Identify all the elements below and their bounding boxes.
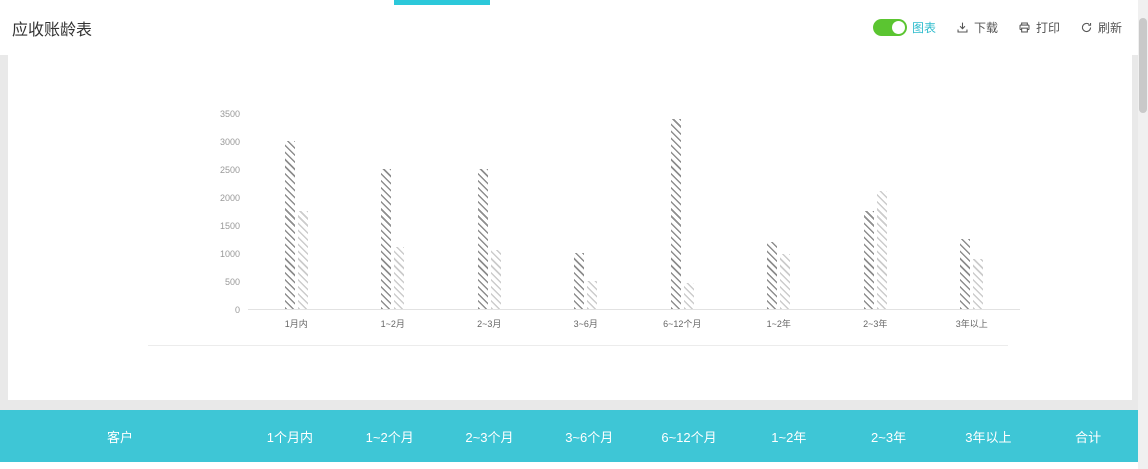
chart-toggle-label: 图表 <box>911 21 936 35</box>
bar-series-2 <box>683 282 694 309</box>
bar-series-2 <box>394 247 405 309</box>
table-header-cell: 1~2个月 <box>365 429 414 445</box>
toolbar: 图表 下载 打印 刷新 <box>872 19 1122 36</box>
bar-series-2 <box>973 258 984 309</box>
bar-series-2 <box>876 191 887 309</box>
bar-series-1 <box>574 253 585 309</box>
table-header-cell: 3年以上 <box>965 429 1012 445</box>
table-header-cell: 合计 <box>1075 429 1102 445</box>
aging-bar-chart: 0 500 1000 1500 2000 2500 3000 3500 1月内 1~2月 2~3月… <box>210 109 1021 329</box>
x-axis-label: 1月内 <box>284 319 308 329</box>
table-header-cell: 2~3年 <box>871 429 907 445</box>
chart-toggle-switch[interactable] <box>872 19 907 36</box>
print-label: 打印 <box>1035 21 1060 35</box>
bar-group: 6~12个月 <box>634 114 731 329</box>
bar-group: 2~3年 <box>827 114 924 329</box>
y-axis-tick-label: 1500 <box>219 221 240 231</box>
table-header-cell: 6~12个月 <box>661 429 717 445</box>
y-axis: 0 500 1000 1500 2000 2500 3000 3500 <box>210 109 248 315</box>
y-axis-tick-label: 3000 <box>219 137 240 147</box>
bar-series-2 <box>587 281 598 309</box>
bar-group: 1~2年 <box>731 114 828 329</box>
refresh-label: 刷新 <box>1097 21 1122 35</box>
bar-series-1 <box>670 118 681 309</box>
y-axis-tick-label: 3500 <box>219 109 240 119</box>
bar-group: 1月内 <box>248 114 345 329</box>
table-header-cell: 客户 <box>106 429 133 445</box>
bar-series-2 <box>297 211 308 309</box>
download-label: 下载 <box>973 21 998 35</box>
x-axis-label: 6~12个月 <box>663 319 702 329</box>
table-header-cell: 1个月内 <box>266 429 313 445</box>
bar-group: 3~6月 <box>538 114 635 329</box>
bar-series-1 <box>960 239 971 309</box>
download-button[interactable]: 下载 <box>956 19 998 36</box>
bar-group: 2~3月 <box>441 114 538 329</box>
bar-series-1 <box>863 211 874 309</box>
x-axis-label: 1~2月 <box>380 319 405 329</box>
bar-series-2 <box>490 250 501 309</box>
toggle-knob <box>891 21 905 34</box>
vertical-scrollbar[interactable] <box>1138 0 1148 469</box>
table-header-cell: 1~2年 <box>771 429 807 445</box>
page-title: 应收账龄表 <box>12 21 93 39</box>
y-axis-tick-label: 2000 <box>219 193 240 203</box>
plot-area: 1月内 1~2月 2~3月 3~6月 6~12个月 1~2年 2~3年 3年以上 <box>248 114 1021 329</box>
x-axis-label: 2~3月 <box>477 319 502 329</box>
x-axis-label: 1~2年 <box>766 319 791 329</box>
table-header-row: 客户 1个月内 1~2个月 2~3个月 3~6个月 6~12个月 1~2年 2~3年 3年以上 合… <box>0 410 1138 462</box>
print-button[interactable]: 打印 <box>1018 19 1060 36</box>
y-axis-tick-label: 0 <box>234 305 240 315</box>
x-axis-label: 2~3年 <box>863 319 888 329</box>
y-axis-tick-label: 500 <box>224 277 240 287</box>
bar-series-1 <box>767 241 778 309</box>
chart-divider <box>148 345 1008 346</box>
bar-series-1 <box>284 141 295 309</box>
y-axis-tick-label: 2500 <box>219 165 240 175</box>
table-body-row <box>0 462 1138 469</box>
table-header-cell: 2~3个月 <box>465 429 514 445</box>
x-axis-label: 3~6月 <box>573 319 598 329</box>
printer-icon <box>1018 21 1031 34</box>
bar-group: 3年以上 <box>924 114 1021 329</box>
active-tab-indicator <box>394 0 490 5</box>
download-icon <box>956 21 969 34</box>
bar-group: 1~2月 <box>345 114 442 329</box>
bar-series-2 <box>780 254 791 309</box>
table-header-cell: 3~6个月 <box>565 429 614 445</box>
bar-series-1 <box>381 169 392 309</box>
y-axis-tick-label: 1000 <box>219 249 240 259</box>
chart-toggle-control[interactable]: 图表 <box>872 19 936 36</box>
scrollbar-thumb[interactable] <box>1139 18 1147 113</box>
x-axis-label: 3年以上 <box>955 319 988 329</box>
refresh-button[interactable]: 刷新 <box>1080 19 1122 36</box>
refresh-icon <box>1080 21 1093 34</box>
bar-series-1 <box>477 169 488 309</box>
top-header: 应收账龄表 图表 下载 打印 <box>0 0 1138 55</box>
chart-card: 0 500 1000 1500 2000 2500 3000 3500 1月内 1~2月 2~3月… <box>8 55 1132 400</box>
